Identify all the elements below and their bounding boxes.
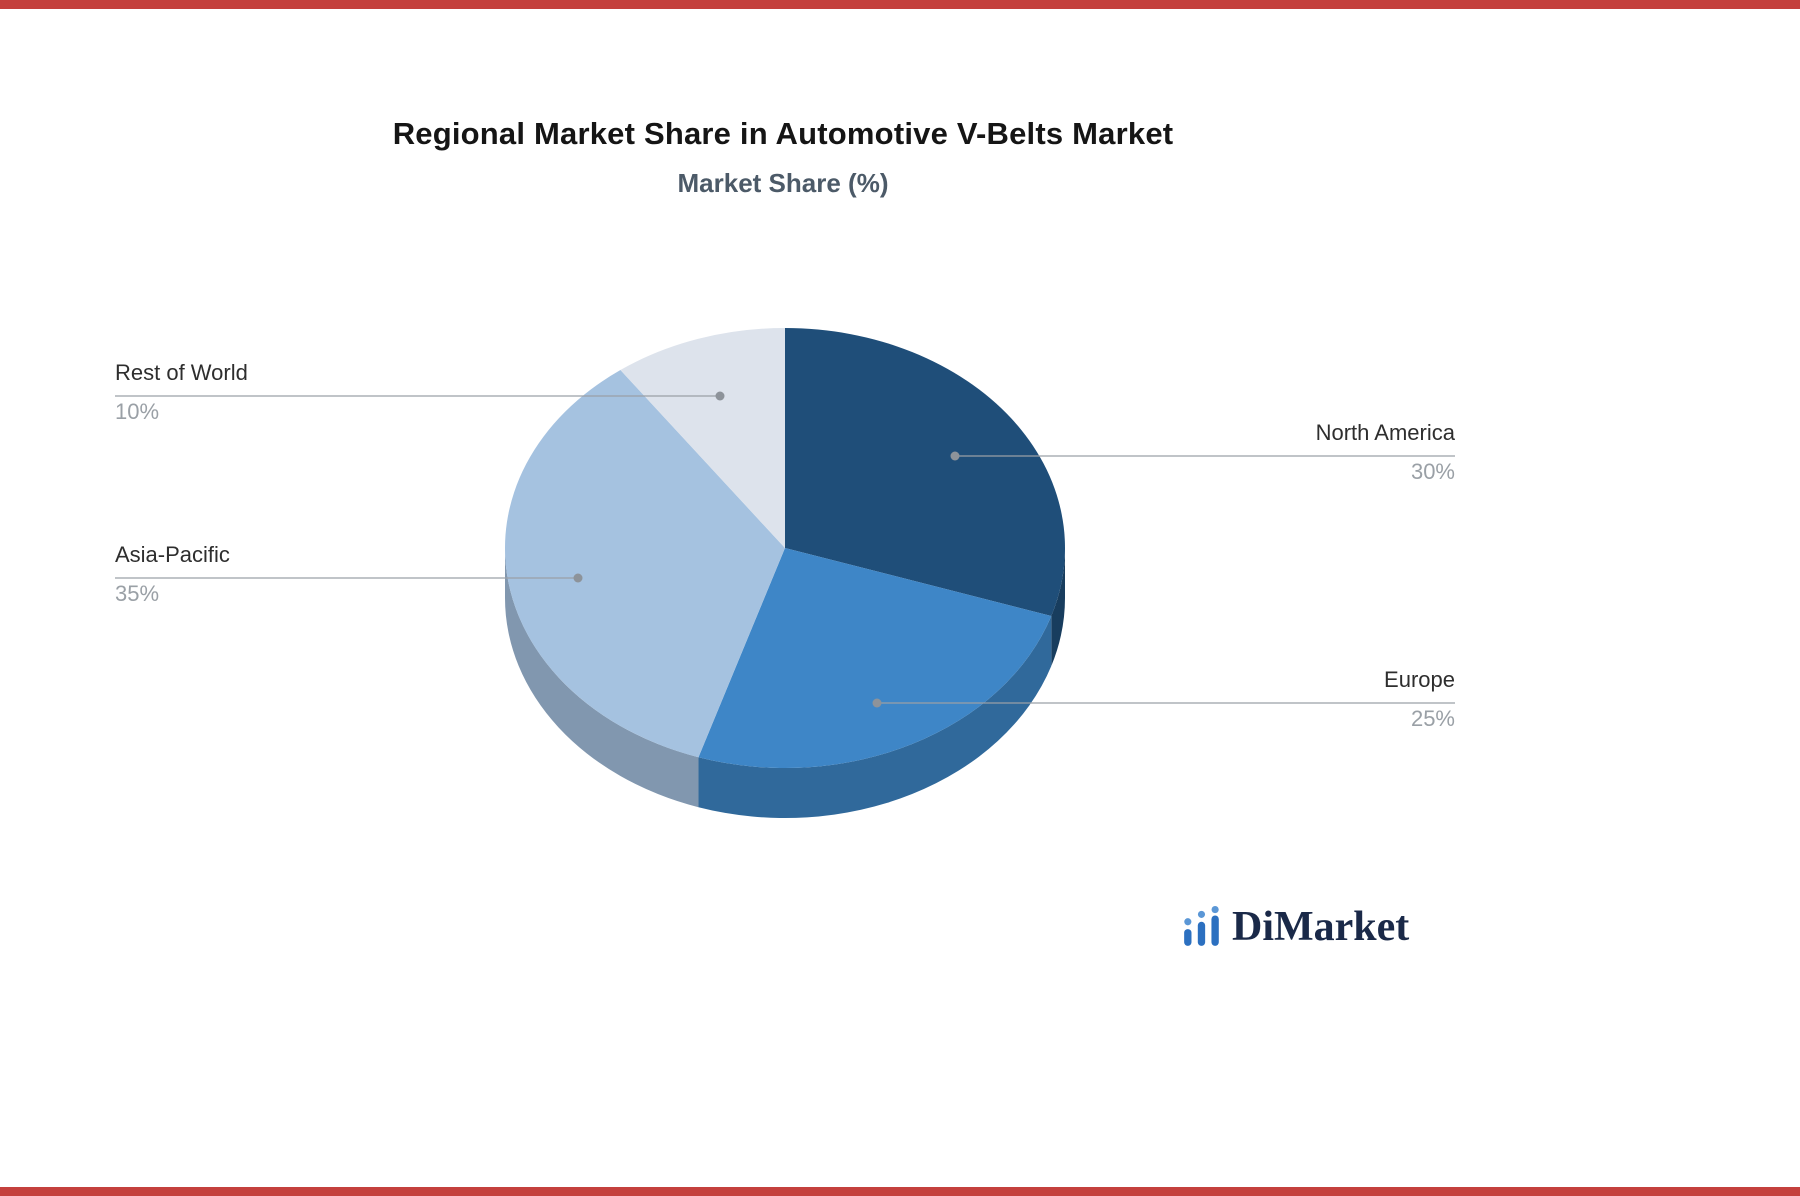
- value-north-america: 30%: [1410, 459, 1455, 484]
- pie-side-asia-pacific: [505, 548, 699, 808]
- brand-logo: DiMarket: [1183, 906, 1409, 948]
- chart-title: Regional Market Share in Automotive V-Be…: [392, 116, 1174, 151]
- pie-slice-asia-pacific: [505, 370, 785, 758]
- pie-slice-north-america: [785, 328, 1065, 616]
- brand-name: DiMarket: [1232, 904, 1410, 950]
- label-europe: Europe: [1384, 667, 1455, 692]
- value-asia-pacific: 35%: [115, 581, 160, 606]
- pie-side-north-america: [1051, 548, 1065, 666]
- chart-subtitle: Market Share (%): [677, 168, 889, 198]
- callout-dot-rest-of-world: [715, 391, 725, 401]
- callout-dot-asia-pacific: [573, 573, 583, 583]
- top-accent-bar: [0, 0, 1800, 9]
- pie-side-europe: [698, 615, 1052, 818]
- value-europe: 25%: [1410, 706, 1455, 731]
- value-rest-of-world: 10%: [115, 399, 160, 424]
- pie-slice-europe: [698, 548, 1052, 768]
- label-asia-pacific: Asia-Pacific: [115, 542, 230, 567]
- label-north-america: North America: [1315, 420, 1455, 445]
- bar-chart-logo-icon: [1184, 906, 1219, 946]
- callout-dot-europe: [872, 698, 882, 708]
- bottom-accent-bar: [0, 1187, 1800, 1196]
- pie-slice-rest-of-world: [620, 328, 785, 548]
- callout-dot-north-america: [950, 451, 960, 461]
- chart-header: Regional Market Share in Automotive V-Be…: [0, 116, 1566, 199]
- label-rest-of-world: Rest of World: [115, 360, 248, 385]
